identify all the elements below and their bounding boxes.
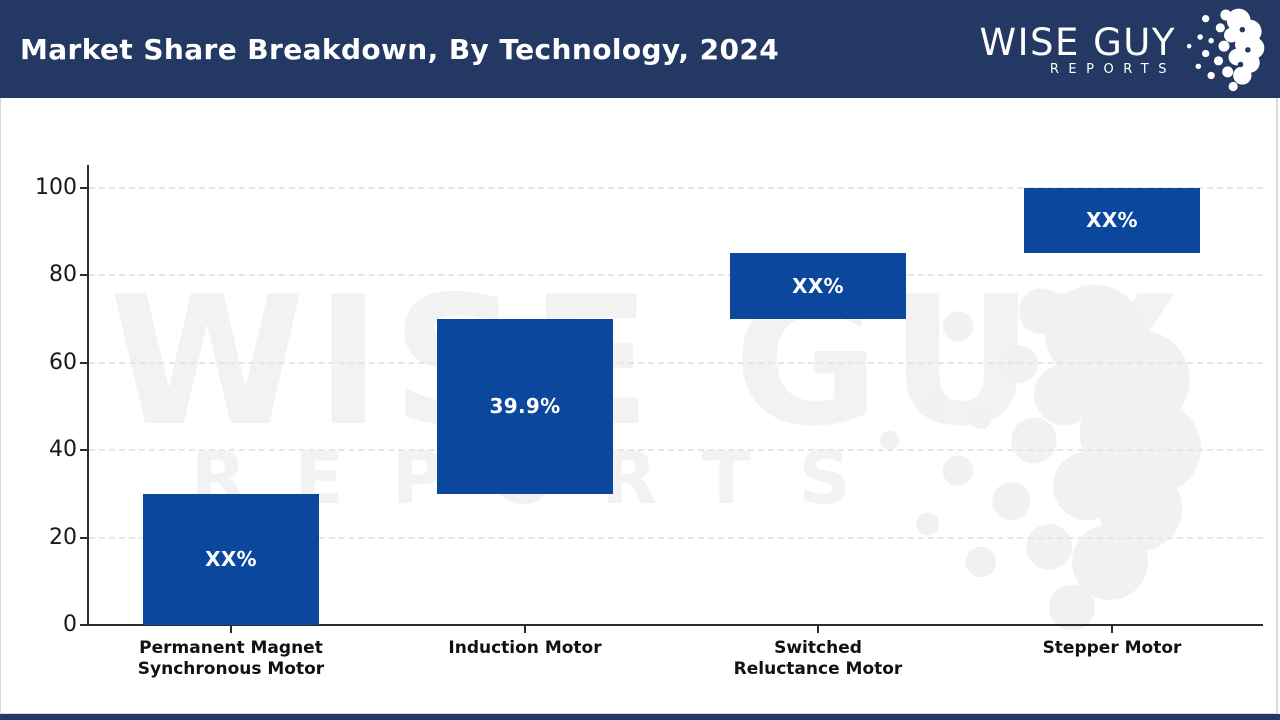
x-tickmark-2 bbox=[524, 625, 526, 633]
y-axis-line bbox=[87, 165, 89, 625]
y-tick-label-0: 0 bbox=[63, 612, 77, 637]
y-tickmark-100 bbox=[80, 186, 88, 189]
category-label-2: Induction Motor bbox=[448, 638, 602, 658]
y-tick-label-20: 20 bbox=[49, 524, 77, 550]
y-tickmark-80 bbox=[80, 274, 88, 276]
bar-value-label: XX% bbox=[205, 547, 257, 572]
y-tick-label-40: 40 bbox=[49, 437, 77, 462]
bar-value-label: 39.9% bbox=[489, 394, 561, 419]
y-tickmark-40 bbox=[80, 449, 88, 451]
gridline-y-80 bbox=[89, 274, 1263, 276]
bar-segment-3: XX% bbox=[730, 253, 906, 319]
logo-text: WISE GUY REPORTS bbox=[979, 21, 1176, 77]
footer-accent-bar bbox=[0, 714, 1280, 720]
x-tickmark-3 bbox=[817, 625, 819, 633]
logo-subtitle: REPORTS bbox=[1049, 61, 1176, 77]
gridline-y-20 bbox=[89, 536, 1263, 539]
bar-segment-4: XX% bbox=[1024, 187, 1200, 254]
category-label-1: Permanent Magnet Synchronous Motor bbox=[137, 638, 325, 679]
dotted-head-logo-icon bbox=[1178, 4, 1270, 96]
y-tickmark-0 bbox=[80, 624, 88, 626]
x-tickmark-4 bbox=[1111, 625, 1113, 633]
bar-segment-2: 39.9% bbox=[437, 318, 613, 494]
header-band: Market Share Breakdown, By Technology, 2… bbox=[0, 0, 1280, 98]
logo-wordmark: WISE GUY bbox=[979, 21, 1176, 65]
y-tick-label-60: 60 bbox=[49, 349, 77, 375]
watermark-head-icon bbox=[844, 218, 1224, 682]
x-axis-line bbox=[87, 624, 1263, 626]
category-label-3: Switched Reluctance Motor bbox=[733, 638, 903, 679]
y-tickmark-20 bbox=[80, 536, 88, 539]
gridline-y-40 bbox=[89, 449, 1263, 451]
chart-card: WISE GUY REPORTS 020406080100XX%Permanen… bbox=[0, 98, 1278, 714]
chart-title: Market Share Breakdown, By Technology, 2… bbox=[20, 32, 780, 66]
gridline-y-60 bbox=[89, 361, 1263, 364]
gridline-y-100 bbox=[89, 186, 1263, 189]
category-label-4: Stepper Motor bbox=[1042, 638, 1182, 658]
y-tickmark-60 bbox=[80, 361, 88, 364]
bar-value-label: XX% bbox=[1086, 208, 1138, 233]
y-tick-label-100: 100 bbox=[35, 174, 77, 200]
x-tickmark-1 bbox=[230, 625, 232, 633]
bar-value-label: XX% bbox=[792, 273, 844, 298]
wise-guy-reports-logo: WISE GUY REPORTS bbox=[980, 6, 1270, 94]
y-tick-label-80: 80 bbox=[49, 262, 77, 287]
bar-segment-1: XX% bbox=[143, 493, 319, 625]
